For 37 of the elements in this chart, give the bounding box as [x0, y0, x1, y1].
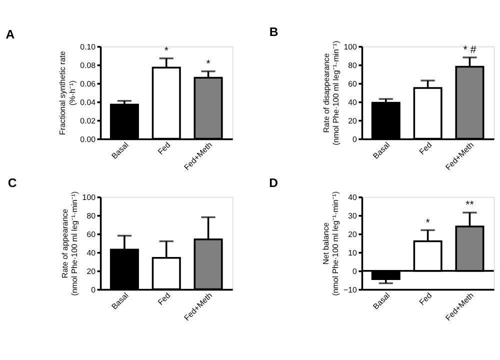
y-tick-label: −10	[344, 285, 358, 294]
y-tick-label: 40	[348, 98, 358, 107]
y-tick-label: 0	[91, 285, 96, 294]
y-tick-label: 0.04	[80, 98, 96, 107]
y-tick-label: 0	[352, 134, 358, 144]
y-tick-label: 0.00	[80, 134, 96, 144]
annotation: *	[426, 216, 430, 229]
y-tick-label: 0.02	[80, 116, 96, 126]
annotation: * #	[463, 44, 476, 56]
y-tick-label: 10	[348, 248, 358, 258]
y-tick-label: 0.06	[80, 79, 96, 88]
y-axis-title: Net balance (nmol Phe·100 ml leg⁻¹·min⁻¹)	[322, 190, 340, 296]
y-tick-label: 20	[348, 116, 358, 126]
y-axis-title: Rate of appearance (nmol Phe·100 ml leg⁻¹·min⁻¹)	[60, 190, 80, 296]
y-tick-label: 30	[348, 211, 358, 220]
chart-title: D	[269, 176, 278, 190]
y-tick-label: 0.08	[80, 60, 96, 70]
y-axis-title: Rate of disappearance (nmol Phe·100 ml leg⁻¹·min⁻¹)	[322, 40, 340, 146]
chart-title: A	[6, 27, 15, 42]
annotation: *	[164, 44, 168, 57]
y-tick-label: 20	[86, 266, 96, 276]
y-tick-label: 0	[352, 266, 358, 276]
y-tick-label: 80	[86, 211, 96, 220]
chart-title: B	[269, 25, 278, 40]
y-tick-label: 60	[348, 79, 358, 88]
y-tick-label: 40	[348, 192, 358, 202]
y-tick-label: 20	[348, 230, 358, 239]
chart-title: C	[8, 176, 17, 190]
annotation: *	[206, 58, 210, 70]
y-tick-label: 100	[344, 42, 358, 52]
y-tick-label: 40	[86, 248, 96, 258]
y-tick-label: 80	[348, 60, 358, 70]
y-axis-title: Fractional synthetic rate (%·h⁻¹)	[58, 50, 77, 135]
y-tick-label: 0.10	[80, 42, 96, 52]
y-tick-label: 60	[86, 230, 96, 239]
annotation: **	[466, 199, 474, 212]
y-tick-label: 100	[82, 192, 96, 202]
